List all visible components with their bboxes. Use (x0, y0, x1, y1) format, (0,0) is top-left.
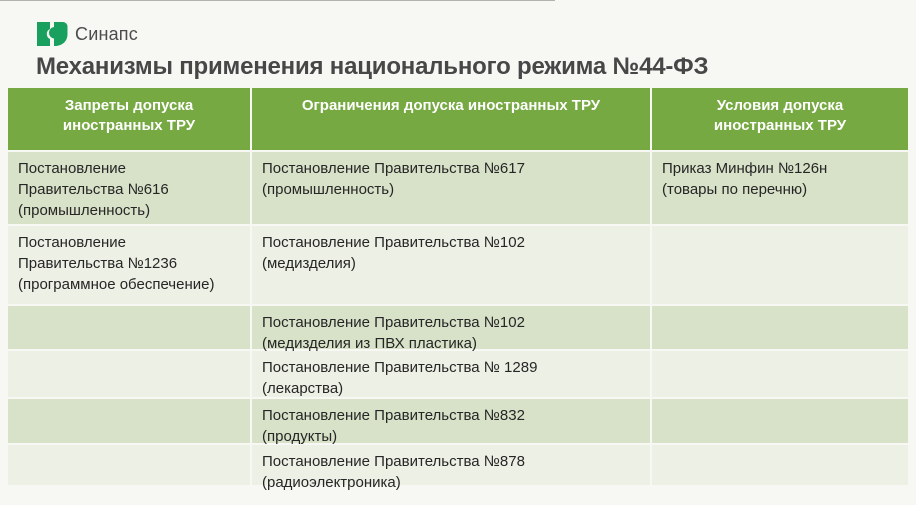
table-cell (652, 445, 908, 485)
synaps-logo-text: Синапс (75, 23, 138, 44)
table-cell: Постановление Правительства № 1289 (лека… (252, 351, 650, 397)
header-cell-conditions: Условия допуска иностранных ТРУ (652, 88, 908, 150)
table-cell (8, 445, 250, 485)
header-cell-prohibitions: Запреты допуска иностранных ТРУ (8, 88, 250, 150)
synaps-logo: Синапс (36, 21, 138, 47)
table-cell: Постановление Правительства №1236 (прогр… (8, 226, 250, 304)
table-cell: Постановление Правительства №617 (промыш… (252, 152, 650, 224)
table-cell: Постановление Правительства №102 (медизд… (252, 306, 650, 352)
synaps-logo-icon (37, 22, 68, 46)
table-cell (8, 399, 250, 443)
national-regime-table: Запреты допуска иностранных ТРУ Ограниче… (8, 88, 908, 491)
table-cell (652, 399, 908, 443)
table-cell: Приказ Минфин №126н (товары по перечню) (652, 152, 908, 224)
table-cell: Постановление Правительства №832 (продук… (252, 399, 650, 445)
table-cell: Постановление Правительства №878 (радиоэ… (252, 445, 650, 491)
table-cell (652, 226, 908, 304)
header-cell-restrictions: Ограничения допуска иностранных ТРУ (252, 88, 650, 150)
page-title: Механизмы применения национального режим… (36, 53, 709, 80)
table-cell (652, 306, 908, 349)
table-cell: Постановление Правительства №102 (медизд… (252, 226, 650, 304)
table-cell (8, 306, 250, 349)
table-cell: Постановление Правительства №616 (промыш… (8, 152, 250, 224)
table-cell (8, 351, 250, 397)
top-edge-artifact-line (0, 0, 555, 1)
table-cell (652, 351, 908, 397)
